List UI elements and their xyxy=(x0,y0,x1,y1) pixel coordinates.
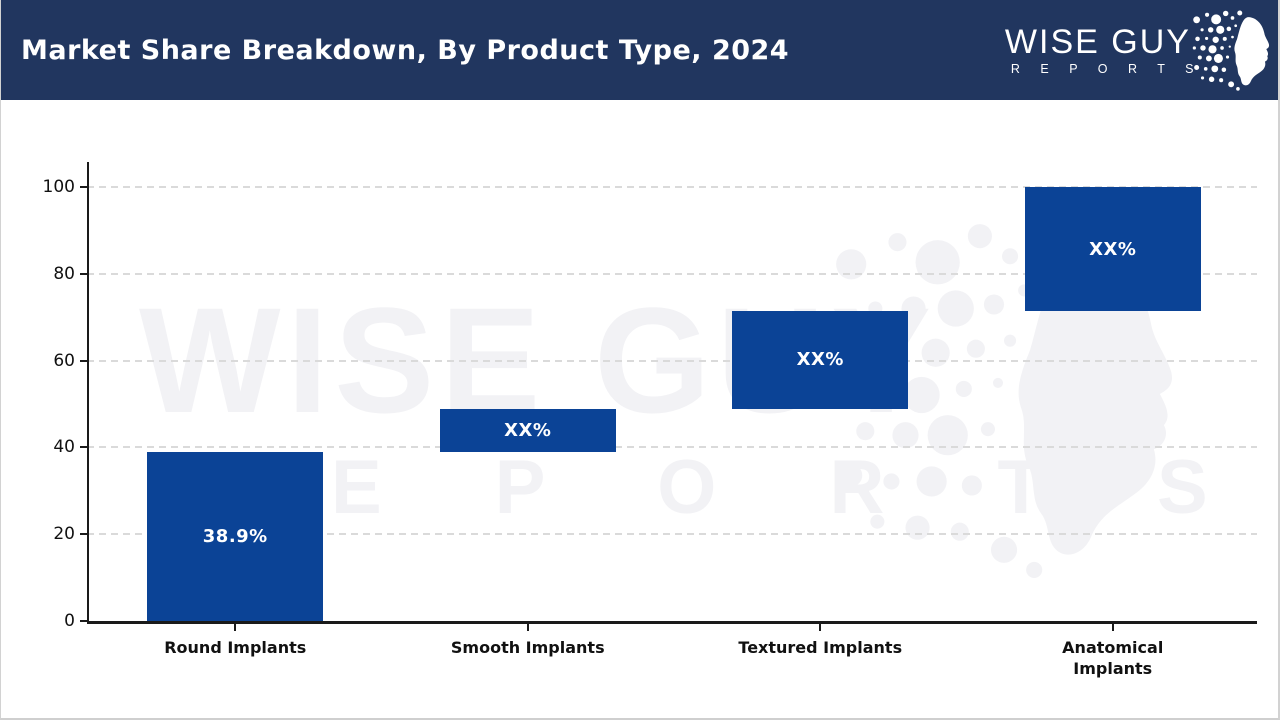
bar-value-label-smooth-implants: XX% xyxy=(504,419,552,441)
y-tick-label-60: 60 xyxy=(53,350,75,371)
gridline-20 xyxy=(87,533,1257,536)
category-label-smooth-implants: Smooth Implants xyxy=(450,638,605,657)
wise-guy-reports-logo: WISE GUY R E P O R T S xyxy=(1005,8,1272,92)
gridline-100 xyxy=(87,186,1257,188)
page-title: Market Share Breakdown, By Product Type,… xyxy=(21,34,790,66)
bar-smooth-implants: XX% xyxy=(439,408,616,453)
category-label-round-implants: Round Implants xyxy=(164,638,307,657)
y-tick-label-0: 0 xyxy=(64,611,75,631)
x-tick-mark-anatomical-implants xyxy=(1111,624,1114,631)
x-tick-mark-textured-implants xyxy=(819,624,822,631)
gridline-60 xyxy=(87,359,1257,362)
y-tick-label-100: 100 xyxy=(42,177,75,197)
waterfall-chart: WISE GUY R E P O R T S 0 20 4 xyxy=(1,100,1278,718)
x-tick-mark-round-implants xyxy=(234,624,237,631)
y-tick-label-20: 20 xyxy=(53,524,75,545)
bar-anatomical-implants: XX% xyxy=(1024,187,1201,312)
logo-subtitle: R E P O R T S xyxy=(1010,61,1202,76)
bar-textured-implants: XX% xyxy=(732,311,909,409)
logo-wordmark: WISE GUY xyxy=(1004,22,1191,61)
y-tick-mark-60 xyxy=(80,359,87,362)
head-profile-icon xyxy=(1192,10,1270,91)
x-tick-mark-smooth-implants xyxy=(526,624,529,631)
y-tick-label-40: 40 xyxy=(53,437,75,458)
y-tick-mark-0 xyxy=(80,620,87,622)
y-axis-spine xyxy=(87,162,89,624)
bar-value-label-round-implants: 38.9% xyxy=(202,526,268,548)
y-tick-mark-20 xyxy=(80,533,87,536)
y-tick-mark-80 xyxy=(80,272,87,275)
header-bar: Market Share Breakdown, By Product Type,… xyxy=(1,0,1278,100)
y-tick-label-80: 80 xyxy=(53,263,75,284)
y-tick-mark-100 xyxy=(80,186,87,188)
bar-round-implants: 38.9% xyxy=(147,452,324,621)
bar-value-label-textured-implants: XX% xyxy=(796,349,844,371)
logo-text: WISE GUY R E P O R T S xyxy=(1005,24,1202,77)
category-label-anatomical-implants: Anatomical Implants xyxy=(1062,638,1164,678)
gridline-40 xyxy=(87,446,1257,449)
category-label-textured-implants: Textured Implants xyxy=(738,638,903,657)
x-axis-line xyxy=(87,621,1257,624)
gridline-80 xyxy=(87,272,1257,275)
y-tick-mark-40 xyxy=(80,446,87,449)
bar-value-label-anatomical-implants: XX% xyxy=(1089,238,1137,260)
